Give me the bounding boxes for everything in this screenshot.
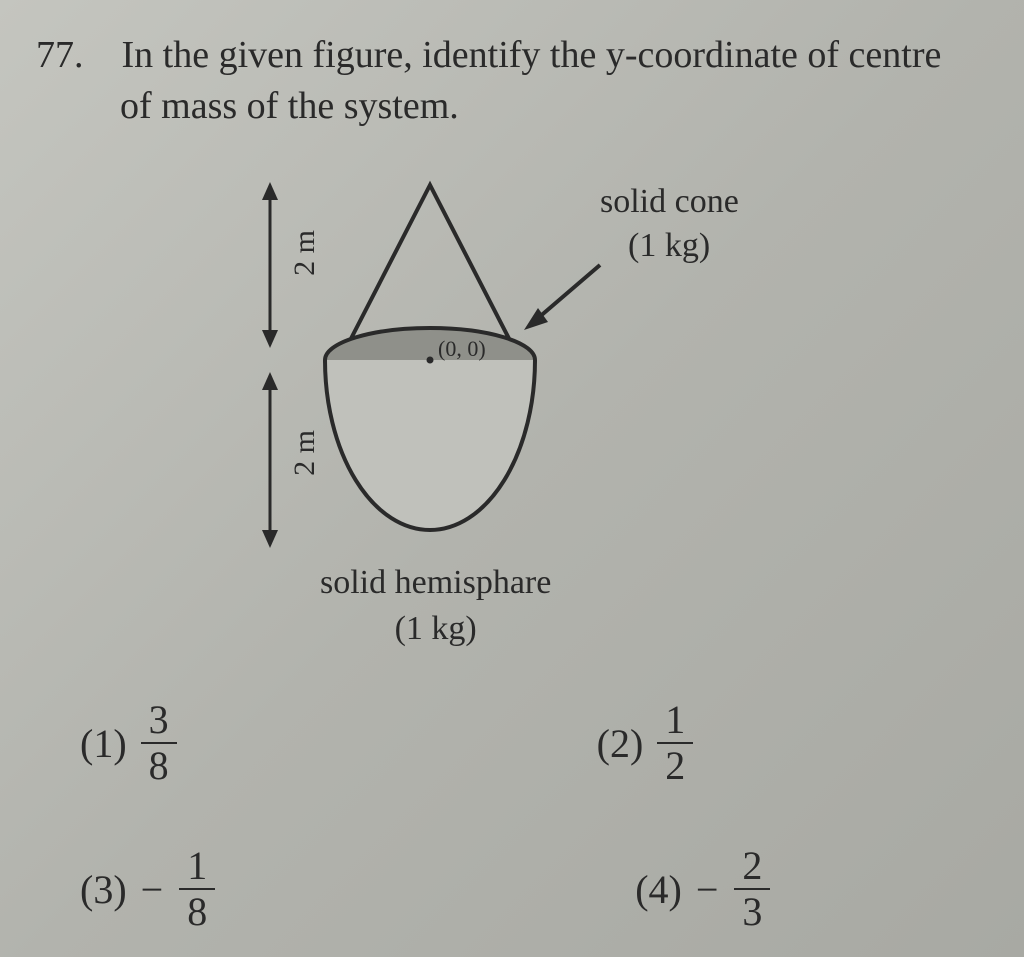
dim-top-label: 2 m (288, 230, 322, 276)
dim-bottom-label: 2 m (288, 430, 322, 476)
option-3-num: 1 (179, 846, 215, 890)
option-4: (4) − 2 3 (635, 846, 770, 932)
option-3: (3) − 1 8 (80, 846, 215, 932)
option-3-den: 8 (179, 890, 215, 932)
option-3-label: (3) (80, 866, 127, 913)
hemi-label: solid hemisphare (320, 560, 551, 606)
dim-top-arrow (262, 182, 278, 348)
cone-label-block: solid cone (1 kg) (600, 180, 739, 268)
cone-mass: (1 kg) (600, 224, 739, 268)
origin-dot (427, 357, 434, 364)
option-1: (1) 3 8 (80, 700, 177, 786)
hemi-mass: (1 kg) (320, 606, 551, 652)
option-4-neg: − (696, 866, 719, 913)
dim-bottom-arrow (262, 372, 278, 548)
hemisphere-caption: solid hemisphare (1 kg) (320, 560, 551, 652)
option-4-label: (4) (635, 866, 682, 913)
option-1-den: 8 (141, 744, 177, 786)
option-3-fraction: 1 8 (179, 846, 215, 932)
figure: (0, 0) 2 m 2 m solid cone (1 kg) (230, 170, 790, 590)
option-1-label: (1) (80, 720, 127, 767)
option-4-fraction: 2 3 (734, 846, 770, 932)
question-line-1: 77. In the given figure, identify the y-… (36, 28, 1004, 83)
hemisphere-outline (325, 360, 535, 530)
option-2-label: (2) (597, 720, 644, 767)
question-line-2: of mass of the system. (120, 84, 1004, 128)
origin-label: (0, 0) (438, 336, 486, 361)
options-row-1: (1) 3 8 (2) 1 2 (80, 700, 984, 786)
options-row-2: (3) − 1 8 (4) − 2 3 (80, 846, 984, 932)
option-2-num: 1 (657, 700, 693, 744)
page: { "question": { "number": "77.", "line1"… (0, 0, 1024, 957)
option-3-neg: − (141, 866, 164, 913)
options: (1) 3 8 (2) 1 2 (3) − 1 8 (80, 700, 984, 957)
cone-label: solid cone (600, 180, 739, 224)
option-2-den: 2 (657, 744, 693, 786)
option-1-fraction: 3 8 (141, 700, 177, 786)
question-text-1: In the given figure, identify the y-coor… (122, 34, 942, 76)
option-2: (2) 1 2 (597, 700, 694, 786)
option-4-num: 2 (734, 846, 770, 890)
option-2-fraction: 1 2 (657, 700, 693, 786)
question-number: 77. (36, 34, 84, 76)
cone-pointer-arrow (524, 265, 600, 330)
option-1-num: 3 (141, 700, 177, 744)
option-4-den: 3 (734, 890, 770, 932)
